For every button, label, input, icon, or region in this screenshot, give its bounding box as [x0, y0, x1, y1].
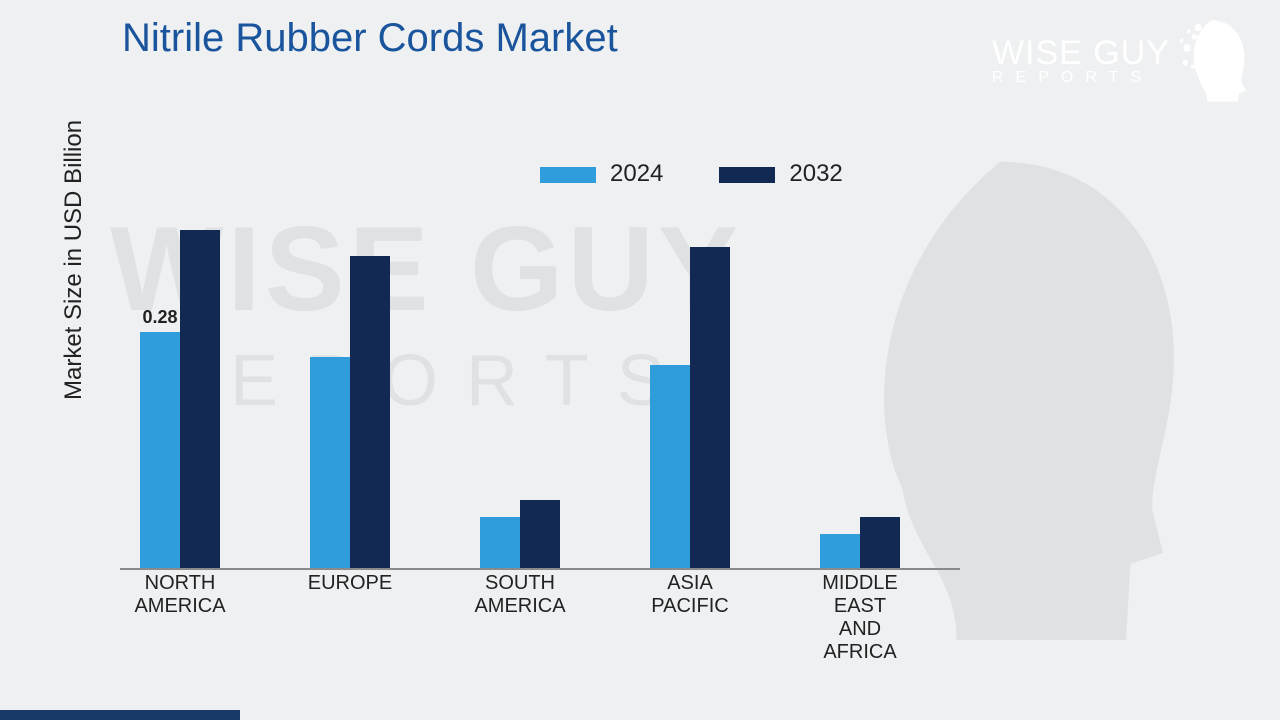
bar — [310, 357, 350, 568]
chart-title: Nitrile Rubber Cords Market — [122, 16, 618, 61]
bar — [350, 256, 390, 568]
bar — [690, 247, 730, 568]
bar — [650, 365, 690, 568]
bar — [180, 230, 220, 568]
category-label: MIDDLEEASTANDAFRICA — [790, 572, 930, 664]
legend-item: 2024 — [540, 160, 663, 188]
bar — [820, 534, 860, 568]
brand-head-icon — [1176, 18, 1250, 102]
category-label: NORTHAMERICA — [110, 572, 250, 618]
legend-label: 2024 — [610, 160, 663, 187]
legend-swatch — [540, 167, 596, 183]
legend-item: 2032 — [719, 160, 842, 188]
brand-line2: REPORTS — [992, 69, 1170, 87]
brand-text: WISE GUY REPORTS — [992, 34, 1170, 87]
legend-label: 2032 — [789, 160, 842, 187]
legend-swatch — [719, 167, 775, 183]
bar — [520, 500, 560, 568]
plot-area: 0.28 — [120, 190, 960, 570]
y-axis-label: Market Size in USD Billion — [60, 120, 88, 400]
bottom-accent-bar — [0, 710, 240, 720]
bar — [860, 517, 900, 568]
category-label: ASIAPACIFIC — [620, 572, 760, 618]
bar-value-label: 0.28 — [140, 307, 180, 332]
chart-infographic: WISE GUY REPORTS WISE GUY REPORTS Nitril… — [0, 0, 1280, 720]
x-axis-line — [120, 568, 960, 570]
category-label: SOUTHAMERICA — [450, 572, 590, 618]
brand-line1: WISE GUY — [992, 34, 1170, 73]
bar — [480, 517, 520, 568]
bar: 0.28 — [140, 332, 180, 568]
legend: 2024 2032 — [540, 160, 843, 188]
category-label: EUROPE — [280, 572, 420, 595]
brand-logo: WISE GUY REPORTS — [992, 18, 1250, 102]
